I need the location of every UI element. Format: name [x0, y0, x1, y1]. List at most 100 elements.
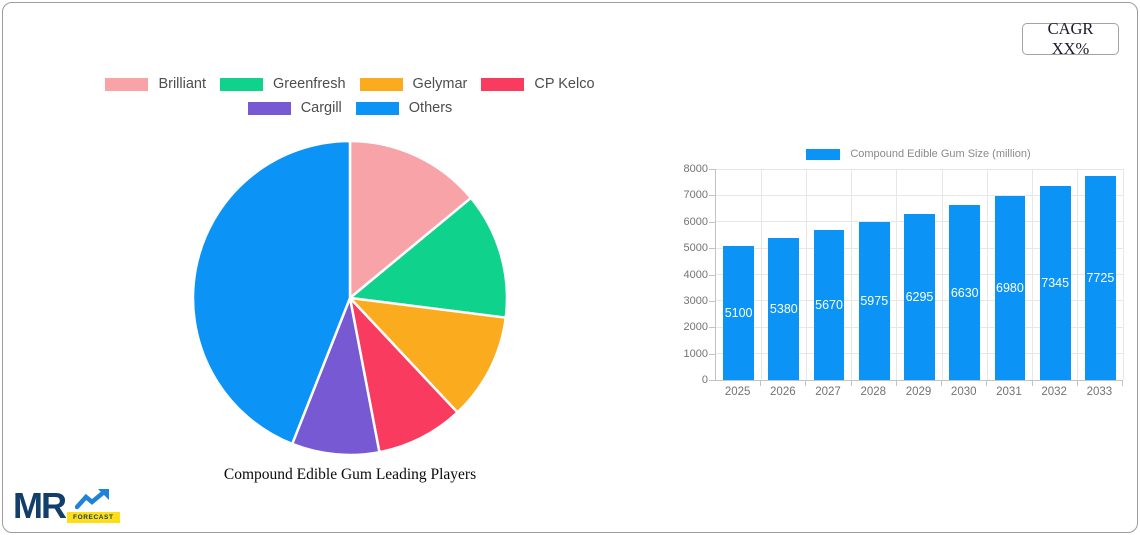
x-axis-tick-label: 2028 — [860, 386, 887, 398]
bar-value-label: 6980 — [996, 280, 1024, 295]
gridline-horizontal — [716, 194, 1123, 196]
pie-chart — [191, 139, 509, 457]
bar-legend-label: Compound Edible Gum Size (million) — [850, 148, 1031, 160]
y-axis-tick-mark — [709, 327, 715, 329]
bar-chart-plot: 5100 5380 5670 5975 6295 6630 6980 7345 7725 — [715, 168, 1124, 381]
bar-value-label: 6295 — [905, 289, 934, 304]
legend-label-cp-kelco: CP Kelco — [534, 76, 595, 92]
bar-legend-swatch — [806, 148, 841, 160]
bar-value-label: 5100 — [724, 305, 753, 320]
x-axis-tick-mark — [941, 381, 943, 386]
x-axis-tick-mark — [1076, 381, 1078, 386]
legend-swatch-greenfresh — [220, 77, 263, 91]
bar-value-label: 6630 — [950, 285, 979, 300]
bar-legend[interactable]: Compound Edible Gum Size (million) — [715, 147, 1122, 161]
pie-slice-greenfresh[interactable] — [348, 196, 509, 319]
x-axis-tick-label: 2029 — [905, 386, 932, 398]
gridline-vertical — [896, 169, 898, 380]
y-axis-tick-label: 2000 — [683, 321, 708, 334]
y-axis-tick-label: 3000 — [683, 294, 708, 307]
pie-slice-cp-kelco[interactable] — [348, 296, 459, 454]
legend-swatch-cargill — [247, 101, 291, 115]
x-axis-tick-mark — [1031, 381, 1033, 386]
gridline-vertical — [851, 169, 853, 380]
y-axis-tick-label: 6000 — [683, 215, 708, 228]
logo-forecast-badge: FORECAST — [67, 512, 120, 523]
x-axis-tick-mark — [986, 381, 988, 386]
trend-arrow-head — [98, 489, 110, 500]
pie-legend-row: Cargill Others — [247, 100, 453, 116]
legend-label-cargill: Cargill — [300, 100, 342, 116]
x-axis-tick-mark — [850, 381, 852, 386]
y-axis-tick-mark — [709, 380, 715, 381]
x-axis-tick-label: 2031 — [996, 386, 1022, 398]
gridline-vertical — [1032, 169, 1034, 380]
y-axis-tick-mark — [709, 353, 715, 355]
y-axis-tick-mark — [709, 221, 715, 223]
pie-slice-gelymar[interactable] — [348, 296, 508, 414]
bar-2032[interactable]: 7345 — [1039, 186, 1071, 380]
pie-slice-brilliant[interactable] — [348, 139, 473, 300]
bar-2031[interactable]: 6980 — [994, 195, 1026, 380]
pie-title: Compound Edible Gum Leading Players — [223, 466, 477, 483]
logo-mr-text: MR — [13, 485, 67, 526]
gridline-vertical — [1122, 169, 1124, 380]
legend-swatch-cp-kelco — [481, 77, 525, 91]
legend-item-cp-kelco[interactable]: CP Kelco — [481, 76, 595, 92]
trend-arrow-icon — [75, 489, 110, 510]
mrforecast-logo: MR FORECAST — [13, 485, 120, 526]
y-axis-tick-label: 1000 — [683, 347, 708, 360]
legend-label-greenfresh: Greenfresh — [273, 76, 346, 92]
gridline-vertical — [986, 169, 988, 380]
legend-item-greenfresh[interactable]: Greenfresh — [220, 76, 346, 92]
legend-swatch-others — [355, 101, 399, 115]
x-axis-tick-mark — [760, 381, 762, 386]
bar-2025[interactable]: 5100 — [723, 245, 754, 380]
y-axis-tick-mark — [709, 195, 715, 197]
legend-label-others: Others — [408, 100, 453, 116]
bar-2033[interactable]: 7725 — [1085, 176, 1116, 380]
bar-2028[interactable]: 5975 — [858, 222, 890, 380]
x-axis-tick-label: 2026 — [770, 386, 796, 398]
legend-label-brilliant: Brilliant — [158, 76, 206, 92]
x-axis-tick-mark — [1122, 381, 1123, 386]
x-axis-tick-mark — [895, 381, 897, 386]
cagr-button[interactable]: CAGR XX% — [1022, 19, 1119, 58]
gridline-vertical — [1077, 169, 1079, 380]
legend-label-gelymar: Gelymar — [412, 76, 468, 92]
legend-item-cargill[interactable]: Cargill — [247, 100, 342, 116]
y-axis-tick-label: 5000 — [683, 242, 708, 255]
bar-2026[interactable]: 5380 — [768, 238, 800, 380]
x-axis-tick-label: 2033 — [1086, 386, 1113, 398]
gridline-vertical — [760, 169, 762, 380]
y-axis-tick-label: 4000 — [683, 268, 708, 281]
legend-item-brilliant[interactable]: Brilliant — [105, 76, 206, 92]
x-axis-tick-label: 2025 — [724, 386, 751, 398]
legend-swatch-brilliant — [105, 77, 149, 91]
y-axis-tick-mark — [709, 248, 715, 250]
x-axis-tick-label: 2030 — [950, 386, 977, 398]
bar-2029[interactable]: 6295 — [904, 213, 935, 380]
x-axis-tick-label: 2032 — [1041, 386, 1067, 398]
y-axis-tick-mark — [709, 274, 715, 276]
y-axis-tick-label: 7000 — [683, 189, 708, 202]
pie-slice-others[interactable] — [191, 139, 352, 446]
pie-legend-row: Brilliant Greenfresh Gelymar CP Kelco — [105, 76, 595, 92]
legend-item-others[interactable]: Others — [355, 100, 453, 116]
y-axis-tick-label: 8000 — [683, 163, 708, 175]
bar-2030[interactable]: 6630 — [949, 205, 981, 380]
pie-slice-cargill[interactable] — [290, 296, 381, 457]
bar-value-label: 5975 — [860, 294, 889, 309]
bar-value-label: 7725 — [1086, 271, 1115, 286]
pie-legend: Brilliant Greenfresh Gelymar CP Kelco Cargil… — [0, 76, 700, 116]
bar-value-label: 5670 — [815, 298, 843, 313]
bar-value-label: 5380 — [769, 302, 798, 317]
legend-item-gelymar[interactable]: Gelymar — [359, 76, 468, 92]
y-axis-tick-mark — [709, 169, 715, 170]
x-axis-tick-mark — [805, 381, 807, 386]
y-axis-tick-mark — [709, 300, 715, 302]
legend-swatch-gelymar — [359, 77, 403, 91]
bar-2027[interactable]: 5670 — [813, 230, 845, 380]
